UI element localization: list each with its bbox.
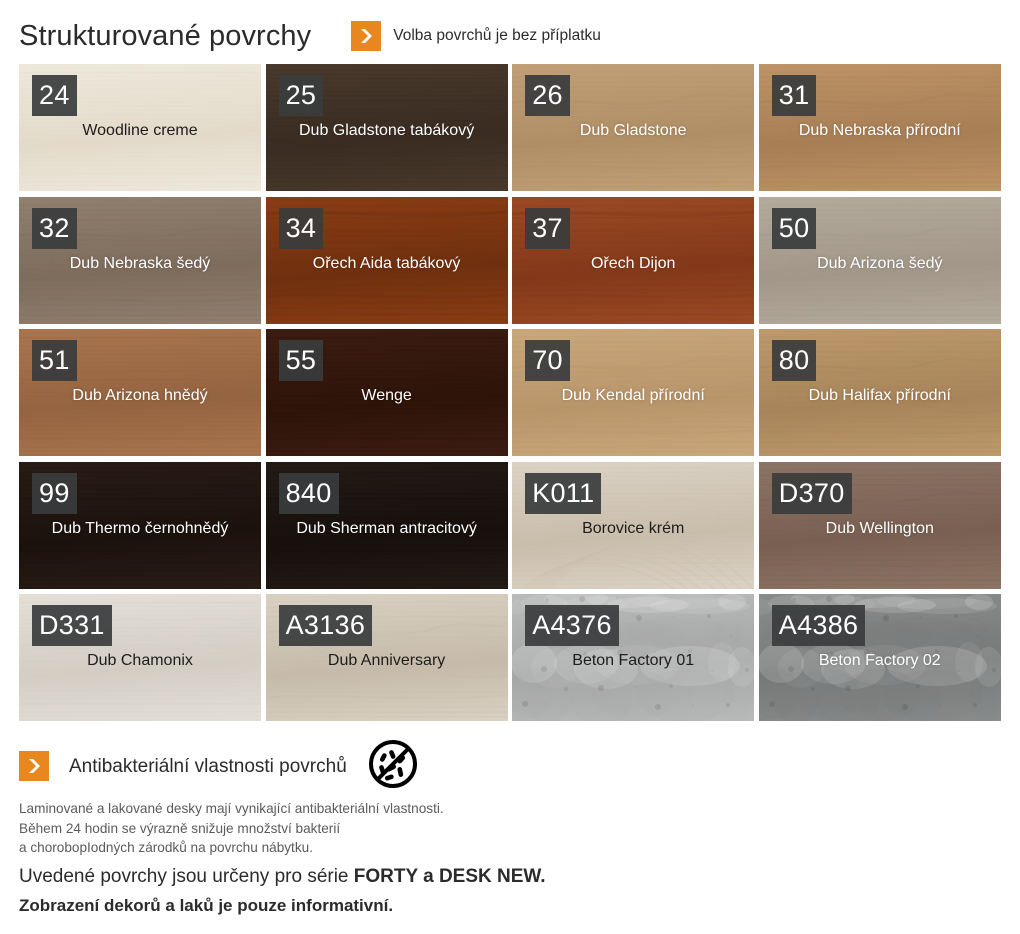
surface-swatch[interactable]: 24 Woodline creme [19,64,261,191]
footer-disclaimer: Zobrazení dekorů a laků je pouze informa… [19,896,394,915]
surface-swatch-grid: 24 Woodline creme 25 Dub Gladstone tabákový… [19,64,1001,721]
swatch-code-badge: 31 [771,75,817,116]
swatch-label: Dub Chamonix [87,652,193,669]
surface-swatch[interactable]: K011 Borovice krém [512,461,755,589]
swatch-label: Beton Factory 01 [572,652,695,669]
swatch-code-badge: 55 [278,340,324,381]
swatch-code-badge: D331 [32,605,112,646]
swatch-label: Dub Gladstone [579,122,687,139]
swatch-label: Dub Thermo černohnědý [51,519,229,537]
surface-swatch[interactable]: D331 Dub Chamonix [19,594,261,721]
swatch-code-badge: A4376 [525,605,619,646]
surface-swatch[interactable]: 34 Ořech Aida tabákový [265,196,508,324]
surface-swatch[interactable]: 840 Dub Sherman antracitový [265,461,508,589]
chevron-right-icon [351,21,382,51]
surface-swatch[interactable]: 50 Dub Arizona šedý [758,196,1001,324]
surface-swatch[interactable]: 55 Wenge [265,329,508,456]
swatch-label: Borovice krém [582,519,685,537]
footer-series-strong: FORTY a DESK NEW. [353,866,546,887]
page-title: Strukturované povrchy [19,19,312,52]
surface-swatch[interactable]: A4376 Beton Factory 01 [512,594,755,721]
swatch-code-badge: 50 [771,207,817,249]
swatch-code-badge: 840 [278,472,339,514]
surface-swatch[interactable]: A4386 Beton Factory 02 [758,594,1001,721]
footer-series-note: Uvedené povrchy jsou určeny pro série FO… [19,867,546,886]
surface-swatch[interactable]: 70 Dub Kendal přírodní [512,329,755,456]
swatch-label: Ořech Dijon [590,254,676,272]
swatch-code-badge: 70 [525,340,570,381]
swatch-label: Dub Wellington [825,519,934,537]
surface-swatch[interactable]: 80 Dub Halifax přírodní [758,329,1001,456]
swatch-code-badge: 80 [771,340,817,381]
header-note: Volba povrchů je bez příplatku [393,27,601,45]
antibacterial-header: Antibakteriální vlastnosti povrchů [19,739,419,788]
antibacterial-fineprint: Laminované a lakované desky mají vynikaj… [19,801,444,855]
swatch-label: Dub Anniversary [327,652,446,669]
surface-swatch[interactable]: 26 Dub Gladstone [512,64,755,191]
surface-swatch[interactable]: 32 Dub Nebraska šedý [19,196,261,324]
surface-swatch[interactable]: 25 Dub Gladstone tabákový [265,64,508,191]
surface-swatch[interactable]: 99 Dub Thermo černohnědý [19,461,261,589]
surface-swatch[interactable]: 51 Dub Arizona hnědý [19,329,261,456]
swatch-label: Ořech Aida tabákový [312,254,461,272]
swatch-code-badge: 34 [278,207,324,249]
swatch-code-badge: D370 [771,472,852,514]
surface-swatch[interactable]: 37 Ořech Dijon [512,196,755,324]
swatch-label: Dub Sherman antracitový [296,519,477,537]
swatch-label: Dub Arizona hnědý [72,387,208,404]
footer-series-prefix: Uvedené povrchy jsou určeny pro série [19,866,354,887]
swatch-code-badge: 26 [525,75,570,116]
page-header: Strukturované povrchy Volba povrchů je b… [19,16,601,56]
swatch-code-badge: 37 [525,207,570,249]
no-bacteria-icon [367,738,419,795]
swatch-code-badge: 24 [32,75,77,116]
swatch-label: Dub Halifax přírodní [808,387,951,404]
chevron-right-icon [19,751,49,781]
surface-swatch[interactable]: 31 Dub Nebraska přírodní [758,64,1001,191]
swatch-code-badge: 32 [32,207,77,249]
swatch-label: Beton Factory 02 [818,652,941,669]
swatch-label: Dub Arizona šedý [817,254,943,272]
surface-swatch[interactable]: D370 Dub Wellington [758,461,1001,589]
swatch-label: Dub Nebraska přírodní [798,122,961,139]
swatch-code-badge: K011 [525,472,602,514]
swatch-code-badge: 51 [32,340,77,381]
swatch-code-badge: 25 [278,75,324,116]
surface-swatch[interactable]: A3136 Dub Anniversary [265,594,508,721]
swatch-code-badge: 99 [32,472,77,514]
swatch-label: Dub Nebraska šedý [69,254,211,272]
swatch-label: Dub Kendal přírodní [561,387,705,404]
swatch-label: Wenge [361,387,412,404]
swatch-label: Woodline creme [82,122,198,139]
antibacterial-title: Antibakteriální vlastnosti povrchů [69,755,347,777]
swatch-code-badge: A3136 [278,605,373,646]
swatch-label: Dub Gladstone tabákový [298,122,475,139]
swatch-code-badge: A4386 [771,605,866,646]
